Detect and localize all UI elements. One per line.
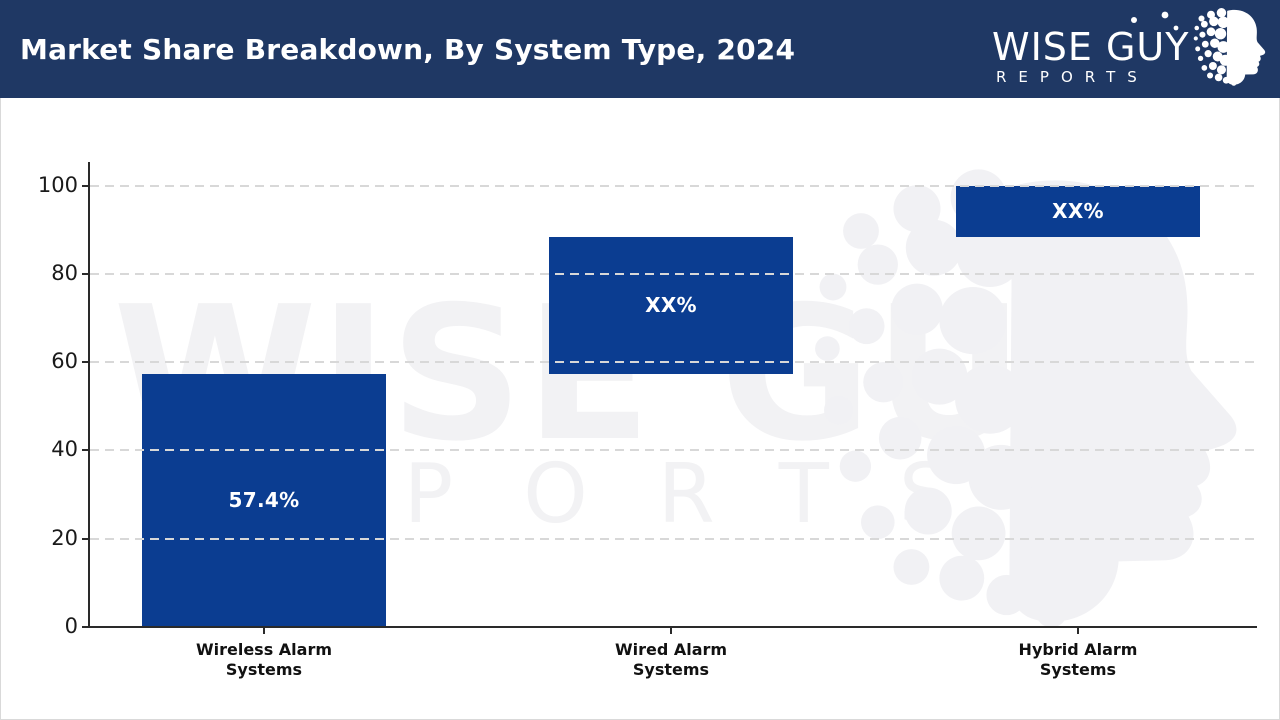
gridline: [90, 184, 1257, 187]
x-category-label-line: Wired Alarm: [614, 640, 728, 659]
header: Market Share Breakdown, By System Type, …: [0, 0, 1280, 98]
x-tick: [263, 628, 265, 634]
wiseguy-logo-text: WISE GUY: [992, 25, 1189, 69]
x-category-label: Wireless Alarm Systems: [134, 640, 394, 680]
bar: 57.4%: [142, 373, 386, 627]
bar-value-label: XX%: [645, 293, 697, 318]
logo-dot-icon: [1131, 17, 1137, 23]
bar: XX%: [956, 185, 1200, 238]
y-axis-spine: [88, 162, 90, 628]
y-tick: [82, 537, 89, 540]
y-tick: [82, 272, 89, 275]
x-category-label-line: Hybrid Alarm: [1018, 640, 1138, 659]
gridline: [90, 449, 1257, 452]
x-axis-spine: [88, 626, 1257, 628]
wiseguy-logo-subtext: REPORTS: [996, 68, 1149, 86]
x-category-label-line: Systems: [1039, 660, 1117, 679]
x-category-label: Hybrid Alarm Systems: [948, 640, 1208, 680]
y-tick-label: 0: [64, 614, 78, 638]
logo-dot-icon: [1173, 25, 1179, 31]
bar: XX%: [549, 237, 793, 374]
y-tick-label: 60: [51, 349, 78, 374]
y-tick: [82, 184, 89, 187]
logo-dot-icon: [1161, 11, 1169, 19]
x-category-label-line: Systems: [632, 660, 710, 679]
gridline: [90, 537, 1257, 540]
x-tick: [670, 628, 672, 634]
bar-value-label: XX%: [1052, 199, 1104, 224]
wiseguy-head-icon: [1193, 8, 1266, 86]
gridline: [90, 272, 1257, 275]
y-tick-label: 100: [37, 172, 78, 197]
x-category-label-line: Wireless Alarm: [195, 640, 333, 659]
y-tick: [82, 361, 89, 364]
y-tick: [82, 626, 89, 628]
x-category-label-line: Systems: [225, 660, 303, 679]
x-tick: [1077, 628, 1079, 634]
y-tick-label: 20: [51, 525, 78, 550]
page-title: Market Share Breakdown, By System Type, …: [20, 32, 796, 66]
brand-logo: WISE GUY REPORTS: [992, 8, 1266, 86]
x-category-label: Wired Alarm Systems: [541, 640, 801, 680]
y-tick-label: 80: [51, 260, 78, 285]
bar-value-label: 57.4%: [228, 488, 300, 513]
y-tick-label: 40: [51, 437, 78, 462]
y-tick: [82, 449, 89, 452]
gridline: [90, 361, 1257, 364]
